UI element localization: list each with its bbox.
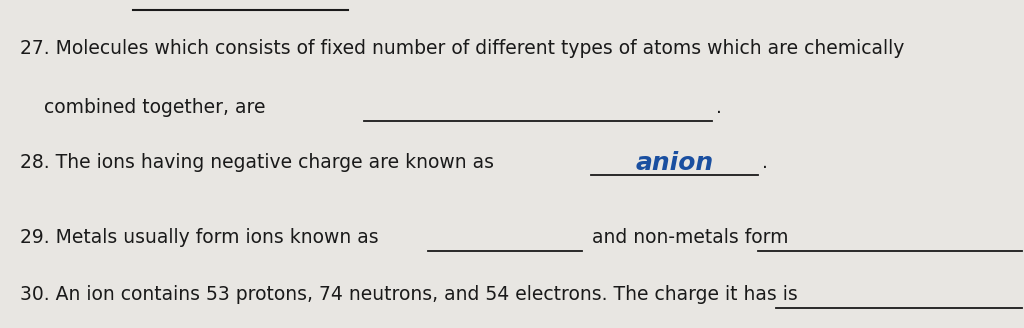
- Text: .: .: [716, 98, 722, 117]
- Text: combined together, are: combined together, are: [20, 98, 266, 117]
- Text: 27. Molecules which consists of fixed number of different types of atoms which a: 27. Molecules which consists of fixed nu…: [20, 39, 905, 58]
- Text: 29. Metals usually form ions known as: 29. Metals usually form ions known as: [20, 228, 379, 247]
- Text: and non-metals form: and non-metals form: [592, 228, 788, 247]
- Text: .: .: [762, 153, 768, 172]
- Text: anion: anion: [635, 151, 714, 175]
- Text: 30. An ion contains 53 protons, 74 neutrons, and 54 electrons. The charge it has: 30. An ion contains 53 protons, 74 neutr…: [20, 285, 799, 304]
- Text: 28. The ions having negative charge are known as: 28. The ions having negative charge are …: [20, 153, 495, 172]
